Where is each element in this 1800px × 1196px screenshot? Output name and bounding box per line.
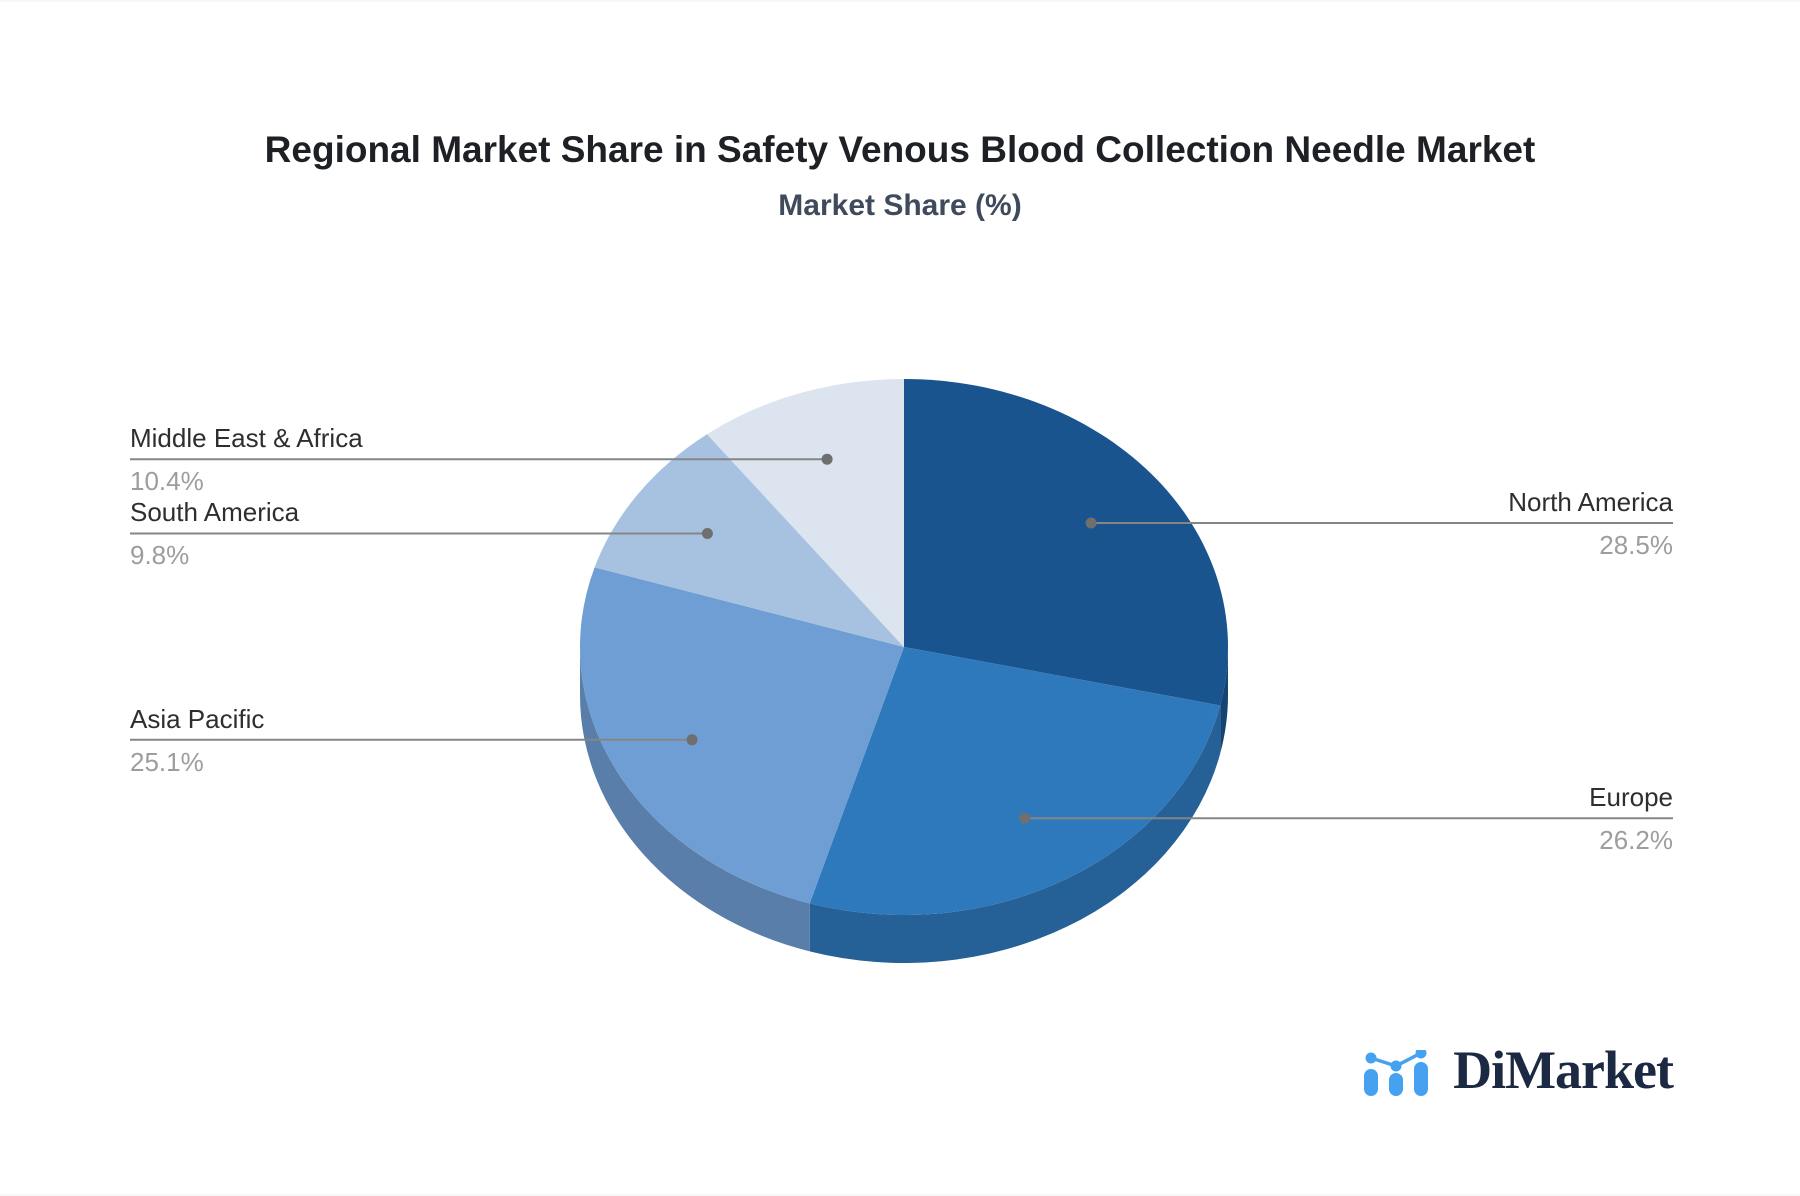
bar-line-chart-icon xyxy=(1364,1050,1429,1096)
pie-slice-asia-pacific[interactable] xyxy=(579,567,904,904)
leader-dot xyxy=(1019,812,1031,824)
leader-dot xyxy=(821,453,833,465)
brand-name: DiMarket xyxy=(1453,1040,1674,1100)
brand-logo: DiMarket xyxy=(1363,1040,1674,1100)
leader-dot xyxy=(701,528,713,539)
pie-slice-side-asia-pacific xyxy=(580,647,810,952)
pie-slice-north-america[interactable] xyxy=(904,378,1229,706)
leader-dot xyxy=(1085,517,1097,529)
pie-slice-europe[interactable] xyxy=(809,647,1221,916)
chart-subtitle: Market Share (%) xyxy=(778,189,1022,222)
pie-slice-side-north-america xyxy=(1220,647,1228,754)
pie-slice-south-america[interactable] xyxy=(594,434,904,647)
pie-slice-middle-east-africa[interactable] xyxy=(707,379,904,647)
pie-slice-side-europe xyxy=(809,705,1221,964)
leader-dot xyxy=(686,734,698,746)
chart-title: Regional Market Share in Safety Venous B… xyxy=(264,129,1536,170)
